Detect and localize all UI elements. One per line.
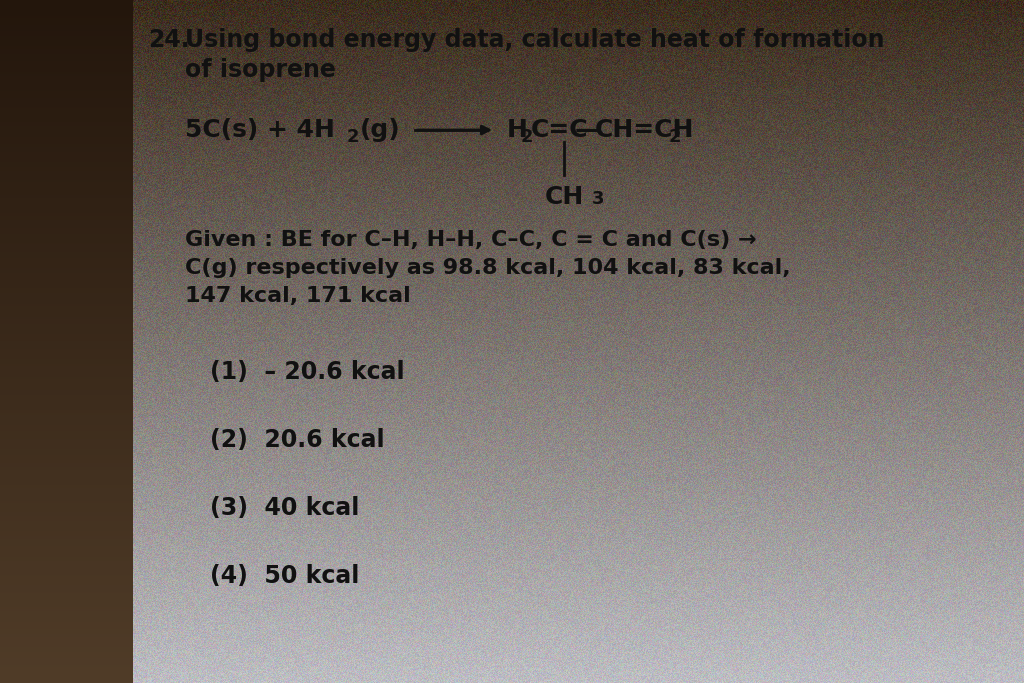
Text: (4)  50 kcal: (4) 50 kcal bbox=[210, 564, 359, 588]
Text: (g): (g) bbox=[360, 118, 400, 142]
Text: 2: 2 bbox=[669, 128, 682, 146]
Text: Using bond energy data, calculate heat of formation: Using bond energy data, calculate heat o… bbox=[185, 28, 885, 52]
Text: CH: CH bbox=[545, 185, 584, 209]
Text: (1)  – 20.6 kcal: (1) – 20.6 kcal bbox=[210, 360, 404, 384]
Text: (2)  20.6 kcal: (2) 20.6 kcal bbox=[210, 428, 385, 452]
Text: 147 kcal, 171 kcal: 147 kcal, 171 kcal bbox=[185, 286, 411, 306]
Text: H: H bbox=[507, 118, 528, 142]
Text: Given : BE for C–H, H–H, C–C, C = C and C(s) →: Given : BE for C–H, H–H, C–C, C = C and … bbox=[185, 230, 757, 250]
Text: 3: 3 bbox=[592, 190, 604, 208]
Text: 24.: 24. bbox=[148, 28, 189, 52]
Text: CH=CH: CH=CH bbox=[595, 118, 694, 142]
Text: (3)  40 kcal: (3) 40 kcal bbox=[210, 496, 359, 520]
Text: C(g) respectively as 98.8 kcal, 104 kcal, 83 kcal,: C(g) respectively as 98.8 kcal, 104 kcal… bbox=[185, 258, 791, 278]
Text: 2: 2 bbox=[521, 128, 534, 146]
Text: 5C(s) + 4H: 5C(s) + 4H bbox=[185, 118, 335, 142]
Text: —: — bbox=[575, 118, 600, 142]
Text: 2: 2 bbox=[347, 128, 359, 146]
Text: C=C: C=C bbox=[531, 118, 589, 142]
Text: of isoprene: of isoprene bbox=[185, 58, 336, 82]
